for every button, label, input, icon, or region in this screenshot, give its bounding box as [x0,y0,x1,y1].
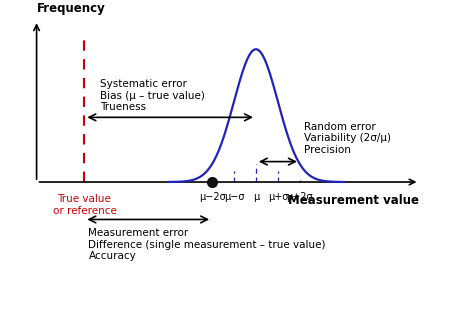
Text: μ−σ: μ−σ [224,192,244,202]
Text: Measurement error
Difference (single measurement – true value)
Accuracy: Measurement error Difference (single mea… [88,228,326,261]
Text: μ: μ [253,192,259,202]
Text: μ+2σ: μ+2σ [286,192,313,202]
Text: μ−2σ: μ−2σ [199,192,226,202]
Text: True value
or reference: True value or reference [52,194,117,215]
Text: Measurement value: Measurement value [288,194,419,207]
Text: Frequency: Frequency [37,2,105,15]
Text: Systematic error
Bias (μ – true value)
Trueness: Systematic error Bias (μ – true value) T… [101,79,205,112]
Text: μ+σ: μ+σ [268,192,288,202]
Text: Random error
Variability (2σ/μ)
Precision: Random error Variability (2σ/μ) Precisio… [304,121,391,155]
